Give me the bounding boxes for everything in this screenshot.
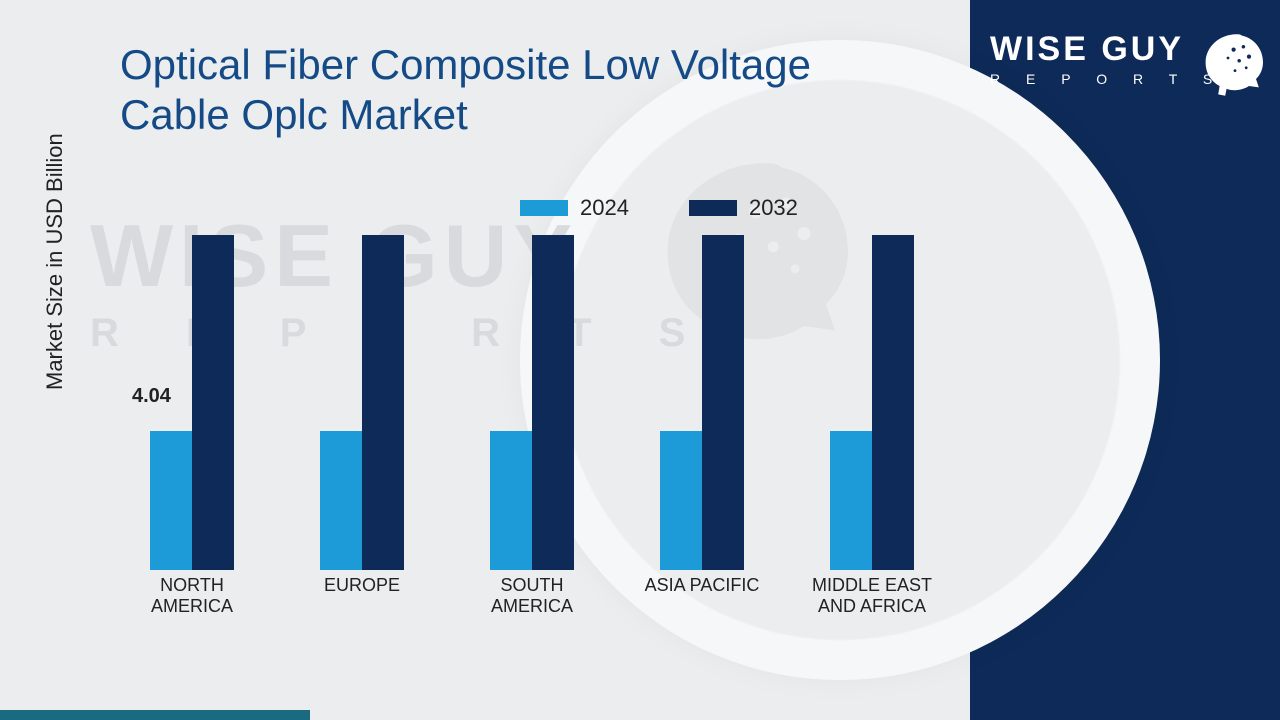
y-axis-label: Market Size in USD Billion xyxy=(42,133,68,390)
bar-2032 xyxy=(702,235,744,570)
bar-2024 xyxy=(660,431,702,570)
bottom-accent-bar xyxy=(0,710,310,720)
bar-2024 xyxy=(490,431,532,570)
bar-2024 xyxy=(150,431,192,570)
x-axis-label: SOUTH AMERICA xyxy=(462,575,602,616)
legend-item-2024: 2024 xyxy=(520,195,629,221)
legend-label-2024: 2024 xyxy=(580,195,629,221)
bar-2024 xyxy=(320,431,362,570)
legend: 2024 2032 xyxy=(520,195,798,221)
brand-logo: WISE GUY R E P O R T S xyxy=(990,30,1250,87)
legend-swatch-2032 xyxy=(689,200,737,216)
x-axis-label: ASIA PACIFIC xyxy=(632,575,772,596)
x-axis-label: NORTH AMERICA xyxy=(122,575,262,616)
legend-swatch-2024 xyxy=(520,200,568,216)
bar-2024 xyxy=(830,431,872,570)
chart-plot: 4.04 xyxy=(110,225,940,570)
bar-2032 xyxy=(532,235,574,570)
x-axis-label: MIDDLE EAST AND AFRICA xyxy=(802,575,942,616)
logo-head-icon xyxy=(1200,30,1270,100)
x-axis-label: EUROPE xyxy=(292,575,432,596)
legend-item-2032: 2032 xyxy=(689,195,798,221)
bar-value-label: 4.04 xyxy=(132,385,171,408)
legend-label-2032: 2032 xyxy=(749,195,798,221)
chart-title: Optical Fiber Composite Low Voltage Cabl… xyxy=(120,40,900,141)
bar-2032 xyxy=(192,235,234,570)
bar-2032 xyxy=(362,235,404,570)
bar-2032 xyxy=(872,235,914,570)
